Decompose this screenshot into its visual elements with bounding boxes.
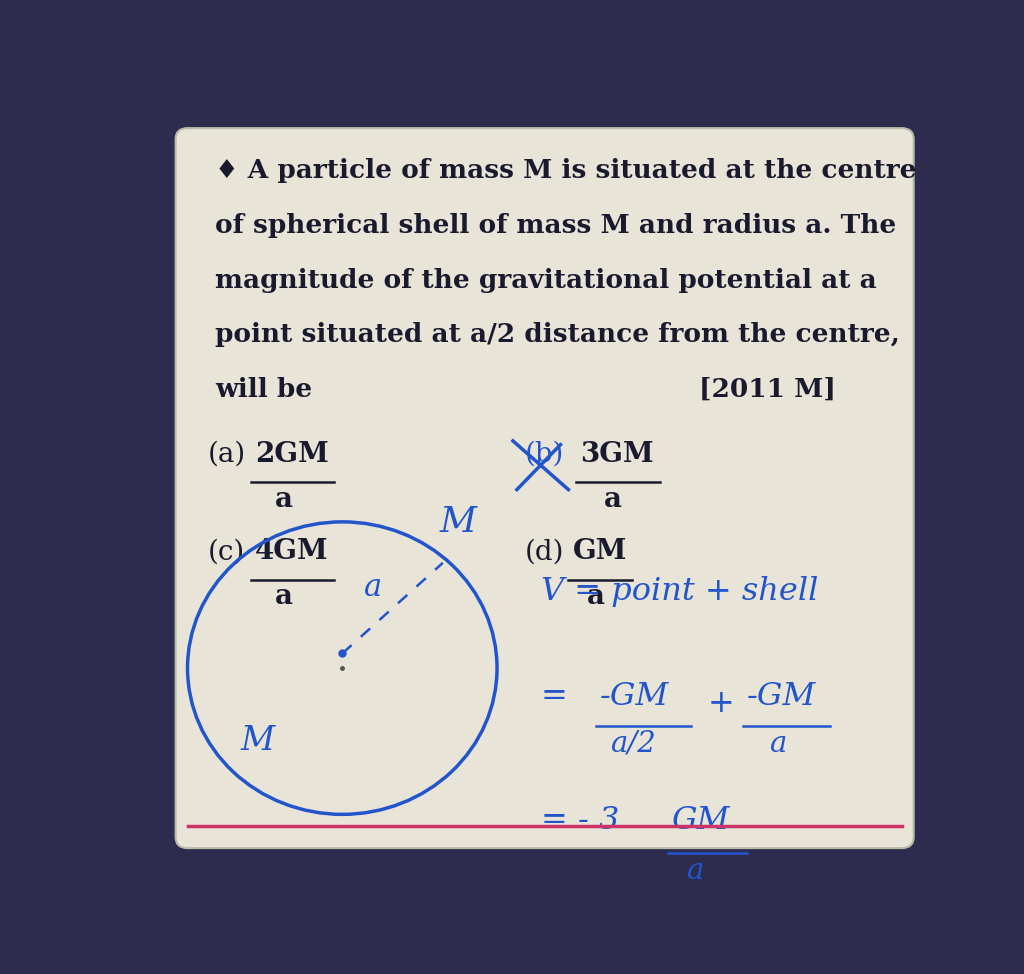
FancyBboxPatch shape (176, 129, 913, 848)
Text: +: + (708, 688, 734, 719)
Text: M: M (240, 726, 274, 757)
Text: =: = (541, 681, 578, 712)
Text: (a): (a) (207, 441, 246, 468)
Text: a/2: a/2 (609, 730, 655, 758)
Text: will be: will be (215, 377, 312, 402)
Text: 3GM: 3GM (581, 441, 654, 468)
Text: a: a (274, 486, 293, 513)
Text: (c): (c) (207, 539, 245, 565)
Text: a: a (587, 583, 605, 611)
Text: 4GM: 4GM (255, 539, 329, 565)
Text: -GM: -GM (600, 681, 670, 712)
Text: magnitude of the gravitational potential at a: magnitude of the gravitational potential… (215, 268, 877, 292)
Text: a: a (604, 486, 623, 513)
Text: of spherical shell of mass M and radius a. The: of spherical shell of mass M and radius … (215, 213, 897, 238)
Text: = - 3: = - 3 (541, 805, 620, 836)
Text: GM: GM (672, 805, 730, 836)
Text: (b): (b) (524, 441, 564, 468)
Text: point situated at a/2 distance from the centre,: point situated at a/2 distance from the … (215, 322, 900, 348)
Text: ♦ A particle of mass M is situated at the centre: ♦ A particle of mass M is situated at th… (215, 158, 916, 183)
Text: -GM: -GM (748, 681, 816, 712)
Text: M: M (440, 505, 477, 539)
Text: [2011 M]: [2011 M] (699, 377, 837, 402)
Text: a: a (769, 730, 786, 758)
Text: 2GM: 2GM (255, 441, 329, 468)
Text: V = point + shell: V = point + shell (541, 576, 818, 607)
Text: GM: GM (572, 539, 627, 565)
Text: a: a (274, 583, 293, 611)
Text: a: a (365, 572, 382, 603)
Text: (d): (d) (524, 539, 564, 565)
Text: a: a (686, 857, 703, 885)
